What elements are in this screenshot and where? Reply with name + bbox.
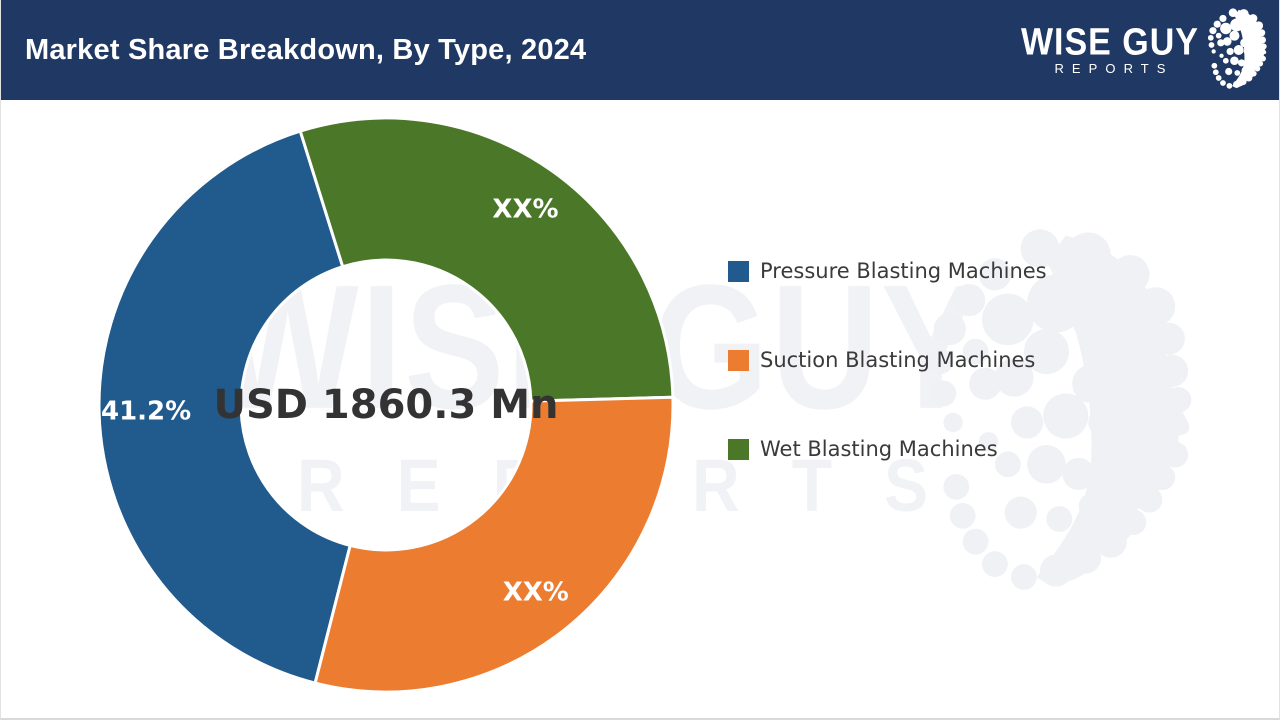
- legend-item-suction-blasting-machines: Suction Blasting Machines: [728, 343, 1047, 377]
- slice-label: XX%: [503, 578, 569, 608]
- donut-slice-suction-blasting-machines: [313, 395, 675, 694]
- slice-label: XX%: [492, 195, 558, 225]
- logo-wordmark: WISE GUY REPORTS: [1020, 20, 1199, 76]
- donut-slice-pressure-blasting-machines: [97, 129, 352, 685]
- logo-head-icon: [1197, 7, 1269, 93]
- page-title: Market Share Breakdown, By Type, 2024: [25, 33, 587, 66]
- legend-label: Suction Blasting Machines: [760, 348, 1036, 372]
- logo-wise-guy-text: WISE GUY: [1020, 20, 1199, 64]
- header-bar: Market Share Breakdown, By Type, 2024 WI…: [1, 0, 1279, 100]
- donut-center-value: USD 1860.3 Mn: [214, 382, 559, 428]
- legend-label: Wet Blasting Machines: [760, 437, 998, 461]
- legend-item-wet-blasting-machines: Wet Blasting Machines: [728, 432, 1047, 466]
- chart-legend: Pressure Blasting Machines Suction Blast…: [728, 254, 1047, 521]
- legend-label: Pressure Blasting Machines: [760, 259, 1047, 283]
- legend-swatch: [728, 349, 749, 371]
- wise-guy-reports-logo: WISE GUY REPORTS: [1021, 7, 1279, 93]
- logo-reports-text: REPORTS: [1054, 61, 1174, 76]
- legend-item-pressure-blasting-machines: Pressure Blasting Machines: [728, 254, 1047, 288]
- slice-label: 41.2%: [101, 396, 191, 426]
- legend-swatch: [728, 260, 749, 282]
- donut-slice-wet-blasting-machines: [298, 116, 675, 403]
- legend-swatch: [728, 438, 749, 460]
